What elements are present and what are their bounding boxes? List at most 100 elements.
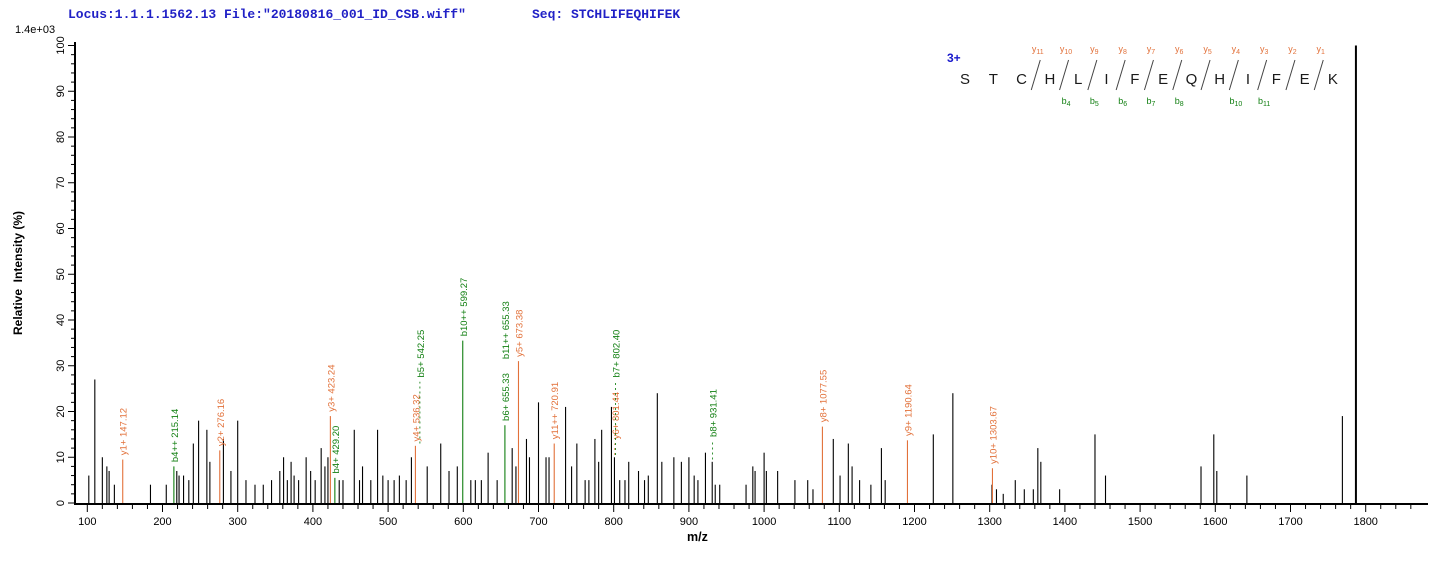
b-ion-tag: b4: [1062, 96, 1071, 108]
residue-letter: I: [1246, 71, 1250, 88]
x-tick-label: 800: [605, 516, 623, 528]
ion-tag-subscript: 9: [1095, 49, 1099, 56]
cleavage-slash: [1228, 59, 1239, 91]
y-ion-tag: y2: [1288, 44, 1297, 56]
b-ion-label: b8+ 931.41: [709, 389, 720, 437]
x-axis-title: m/z: [687, 530, 708, 544]
y-tick-label: 60: [55, 222, 67, 234]
ion-tag-subscript: 5: [1208, 49, 1212, 56]
y-tick-label: 70: [55, 177, 67, 189]
residue-letter: H: [1044, 71, 1055, 88]
ion-tag-subscript: 7: [1151, 49, 1155, 56]
x-tick-label: 1200: [902, 516, 926, 528]
y-tick-label: 30: [55, 360, 67, 372]
cleavage-slash: [1313, 59, 1324, 91]
x-tick-label: 300: [229, 516, 247, 528]
cleavage-slash: [1285, 59, 1296, 91]
residue-letter: E: [1300, 71, 1310, 88]
y-ion-tag: y7: [1147, 44, 1156, 56]
x-tick-label: 400: [304, 516, 322, 528]
x-tick-label: 600: [454, 516, 472, 528]
y-ion-label: y6+ 801.44: [611, 392, 622, 439]
y-tick-label: 0: [55, 500, 67, 506]
y-ion-tag: y10: [1060, 44, 1072, 56]
y-ion-label: y5+ 673.38: [514, 310, 525, 357]
ion-tag-subscript: 10: [1064, 49, 1072, 56]
residue-letter: K: [1328, 71, 1338, 88]
y-tick-label: 50: [55, 268, 67, 280]
x-tick-label: 1800: [1353, 516, 1377, 528]
b-ion-tag: b6: [1118, 96, 1127, 108]
y-ion-label: y9+ 1190.64: [903, 384, 914, 436]
residue-letter: L: [1074, 71, 1082, 88]
b-ion-label: b5+ 542.25: [416, 330, 427, 378]
precursor-charge-label: 3+: [947, 51, 961, 65]
y-ion-label: y3+ 423.24: [326, 365, 337, 412]
intensity-scale-label: 1.4e+03: [15, 24, 56, 36]
y-ion-tag: y4: [1232, 44, 1241, 56]
ion-tag-subscript: 11: [1263, 101, 1270, 108]
ion-tag-subscript: 4: [1236, 49, 1240, 56]
x-tick-label: 100: [78, 516, 96, 528]
y-axis-title: Relative Intensity (%): [11, 211, 25, 335]
y-tick-label: 80: [55, 131, 67, 143]
b-ion-label: b4++ 215.14: [170, 409, 181, 462]
x-tick-label: 200: [153, 516, 171, 528]
sequence-label: Seq: STCHLIFEQHIFEK: [532, 7, 681, 22]
x-tick-label: 1100: [827, 516, 851, 528]
residue-letter: E: [1158, 71, 1168, 88]
b-ion-label: b11++ 655.33: [501, 301, 512, 359]
ion-tag-subscript: 1: [1321, 49, 1325, 56]
x-tick-label: 1300: [977, 516, 1001, 528]
y-ion-label: y4+ 536.32: [411, 394, 422, 441]
residue-letter: Q: [1186, 71, 1198, 88]
b-ion-tag: b8: [1175, 96, 1184, 108]
x-tick-label: 1500: [1128, 516, 1152, 528]
ion-tag-subscript: 11: [1036, 49, 1043, 56]
b-ion-tag: b7: [1146, 96, 1155, 108]
residue-letter: S: [960, 71, 970, 88]
y-ion-tag: y3: [1260, 44, 1269, 56]
ion-tag-subscript: 6: [1123, 101, 1127, 108]
b-ion-tag: b5: [1090, 96, 1099, 108]
y-ion-tag: y11: [1032, 44, 1044, 56]
ion-tag-subscript: 8: [1180, 101, 1184, 108]
b-ion-tag: b11: [1258, 96, 1270, 108]
y-ion-label: y8+ 1077.55: [818, 370, 829, 423]
y-tick-label: 10: [55, 451, 67, 463]
ion-tag-subscript: 2: [1293, 49, 1297, 56]
residue-letter: F: [1272, 71, 1281, 88]
cleavage-slash: [1143, 59, 1154, 91]
ion-tag-subscript: 3: [1264, 49, 1268, 56]
y-ion-tag: y6: [1175, 44, 1184, 56]
y-tick-label: 40: [55, 314, 67, 326]
cleavage-slash: [1087, 59, 1098, 91]
b-ion-label: b4+ 429.20: [331, 426, 342, 474]
locus-file-label: Locus:1.1.1.1562.13 File:"20180816_001_I…: [68, 7, 466, 22]
residue-letter: F: [1130, 71, 1139, 88]
x-tick-label: 1400: [1053, 516, 1077, 528]
x-tick-label: 1700: [1278, 516, 1302, 528]
cleavage-slash: [1030, 59, 1041, 91]
residue-letter: H: [1214, 71, 1225, 88]
ion-tag-subscript: 8: [1123, 49, 1127, 56]
ion-tag-subscript: 10: [1234, 101, 1242, 108]
y-tick-label: 20: [55, 405, 67, 417]
ion-tag-subscript: 6: [1180, 49, 1184, 56]
y-ion-tag: y8: [1118, 44, 1127, 56]
b-ion-label: b6+ 655.33: [501, 373, 512, 421]
y-ion-label: y1+ 147.12: [119, 408, 130, 455]
ion-tag-subscript: 7: [1152, 101, 1156, 108]
ion-tag-subscript: 4: [1067, 101, 1071, 108]
y-tick-label: 90: [55, 85, 67, 97]
y-ion-tag: y5: [1203, 44, 1212, 56]
header-bar: Locus:1.1.1.1562.13 File:"20180816_001_I…: [0, 7, 1436, 25]
x-tick-label: 900: [680, 516, 698, 528]
y-ion-label: y11++ 720.91: [550, 382, 561, 439]
y-ion-label: y10+ 1303.67: [988, 406, 999, 464]
y-tick-label: 100: [55, 36, 67, 54]
y-ion-label: y2+ 276.16: [216, 399, 227, 446]
residue-letter: T: [989, 71, 998, 88]
